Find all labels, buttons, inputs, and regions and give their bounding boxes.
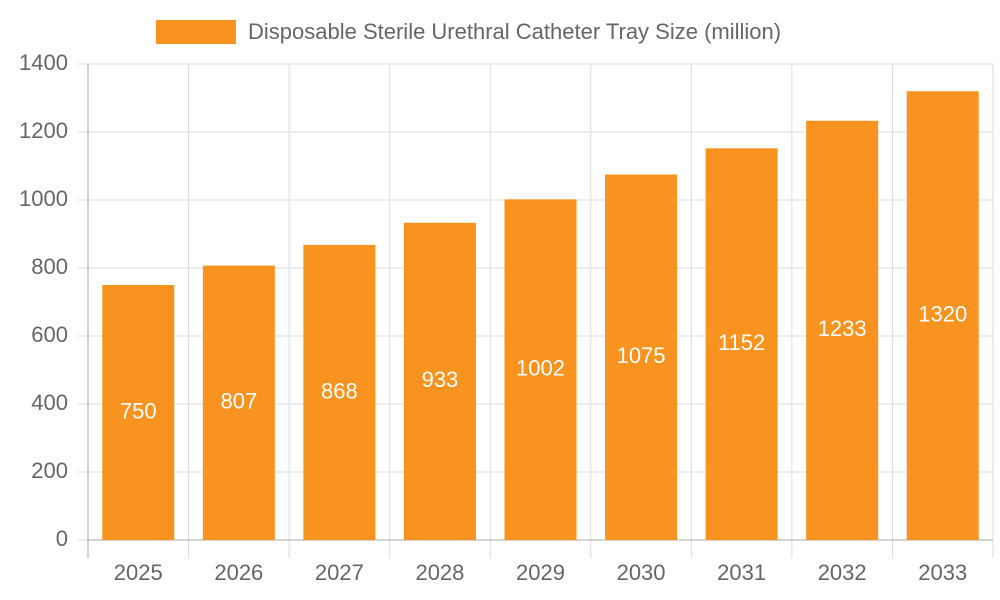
y-tick-label: 1200 [19, 118, 68, 143]
data-label: 750 [120, 398, 157, 423]
x-tick-label: 2025 [114, 560, 163, 585]
bar [303, 244, 376, 540]
bar [906, 91, 979, 540]
y-tick-label: 0 [56, 526, 68, 551]
data-label: 933 [422, 367, 459, 392]
y-tick-label: 1400 [19, 50, 68, 75]
y-tick-label: 200 [31, 458, 68, 483]
legend-swatch[interactable] [156, 20, 236, 44]
x-tick-label: 2026 [214, 560, 263, 585]
x-tick-label: 2033 [918, 560, 967, 585]
y-tick-label: 600 [31, 322, 68, 347]
data-label: 868 [321, 378, 358, 403]
y-tick-label: 800 [31, 254, 68, 279]
data-label: 1320 [918, 301, 967, 326]
x-tick-label: 2028 [415, 560, 464, 585]
data-label: 1002 [516, 355, 565, 380]
data-label: 807 [220, 389, 257, 414]
data-label: 1075 [617, 343, 666, 368]
bar [705, 148, 778, 540]
y-tick-label: 400 [31, 390, 68, 415]
bar [403, 222, 476, 540]
x-tick-label: 2031 [717, 560, 766, 585]
x-tick-label: 2032 [818, 560, 867, 585]
data-label: 1152 [718, 330, 765, 355]
bar [605, 174, 678, 540]
x-tick-label: 2027 [315, 560, 364, 585]
bar [504, 199, 577, 540]
data-label: 1233 [818, 316, 867, 341]
bar [806, 120, 879, 540]
y-tick-label: 1000 [19, 186, 68, 211]
legend-label[interactable]: Disposable Sterile Urethral Catheter Tra… [248, 19, 781, 44]
x-tick-label: 2029 [516, 560, 565, 585]
x-tick-label: 2030 [617, 560, 666, 585]
bar [102, 285, 175, 540]
bar [202, 265, 275, 540]
